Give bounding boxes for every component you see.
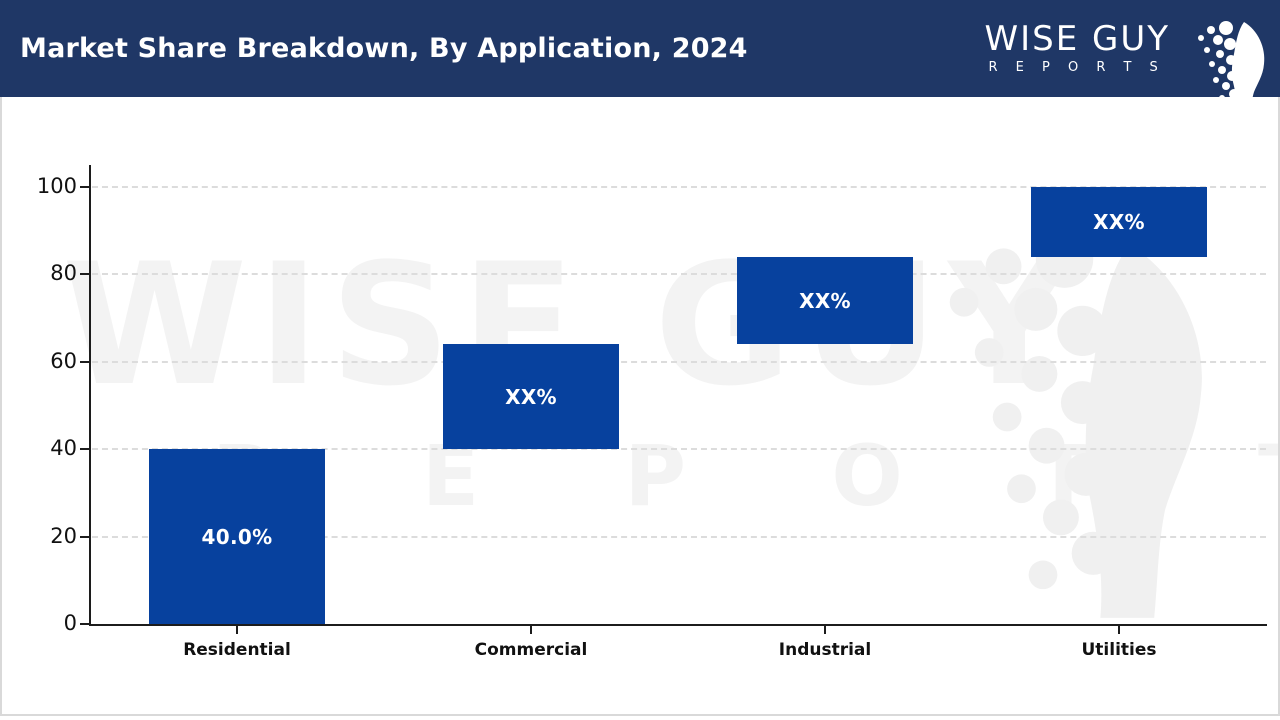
x-tick-commercial (530, 626, 532, 634)
bar-value-label-commercial: XX% (505, 384, 557, 409)
x-axis-label-utilities: Utilities (1081, 640, 1157, 660)
plot: 0 20 40 60 80 100 40.0% Residential XX% Commercia… (2, 97, 1278, 714)
y-tick-label-20: 20 (50, 523, 77, 548)
x-axis-label-residential: Residential (183, 640, 291, 660)
bar-commercial: XX% (442, 344, 620, 450)
page-title: Market Share Breakdown, By Application, … (20, 33, 748, 64)
y-tick-20 (80, 535, 89, 538)
y-tick-0 (80, 623, 89, 625)
y-tick-label-40: 40 (50, 436, 77, 461)
bar-industrial: XX% (736, 256, 914, 345)
y-tick-label-60: 60 (50, 348, 77, 373)
gridline-80 (92, 273, 1266, 276)
logo-wordmark: WISE GUY (984, 19, 1170, 59)
x-axis-label-industrial: Industrial (778, 640, 872, 660)
bar-value-label-utilities: XX% (1093, 209, 1145, 234)
y-axis-line (89, 165, 91, 626)
y-tick-60 (80, 360, 89, 363)
wise-guy-logo: WISE GUY R E P O R T S (984, 19, 1266, 110)
bar-utilities: XX% (1030, 187, 1208, 257)
x-axis-label-commercial: Commercial (474, 640, 588, 660)
header: Market Share Breakdown, By Application, … (0, 0, 1280, 110)
gridline-100 (92, 186, 1266, 188)
x-axis-line (89, 624, 1267, 626)
bar-residential: 40.0% (148, 449, 326, 624)
gridline-60 (92, 360, 1266, 363)
gridline-20 (92, 535, 1266, 538)
x-tick-utilities (1118, 626, 1120, 634)
logo-head-icon (1174, 18, 1266, 114)
y-tick-label-0: 0 (63, 611, 77, 635)
y-tick-label-100: 100 (36, 174, 77, 198)
y-tick-40 (80, 448, 89, 451)
gridline-40 (92, 448, 1266, 451)
bar-value-label-industrial: XX% (799, 288, 851, 313)
y-tick-100 (80, 186, 89, 188)
logo-subtitle: R E P O R T S (988, 60, 1165, 75)
x-tick-industrial (824, 626, 826, 634)
x-tick-residential (236, 626, 238, 634)
y-tick-label-80: 80 (50, 261, 77, 286)
bar-value-label-residential: 40.0% (201, 524, 273, 549)
chart-canvas: WISE GUY R E P O R T S (0, 97, 1280, 716)
y-tick-80 (80, 273, 89, 276)
